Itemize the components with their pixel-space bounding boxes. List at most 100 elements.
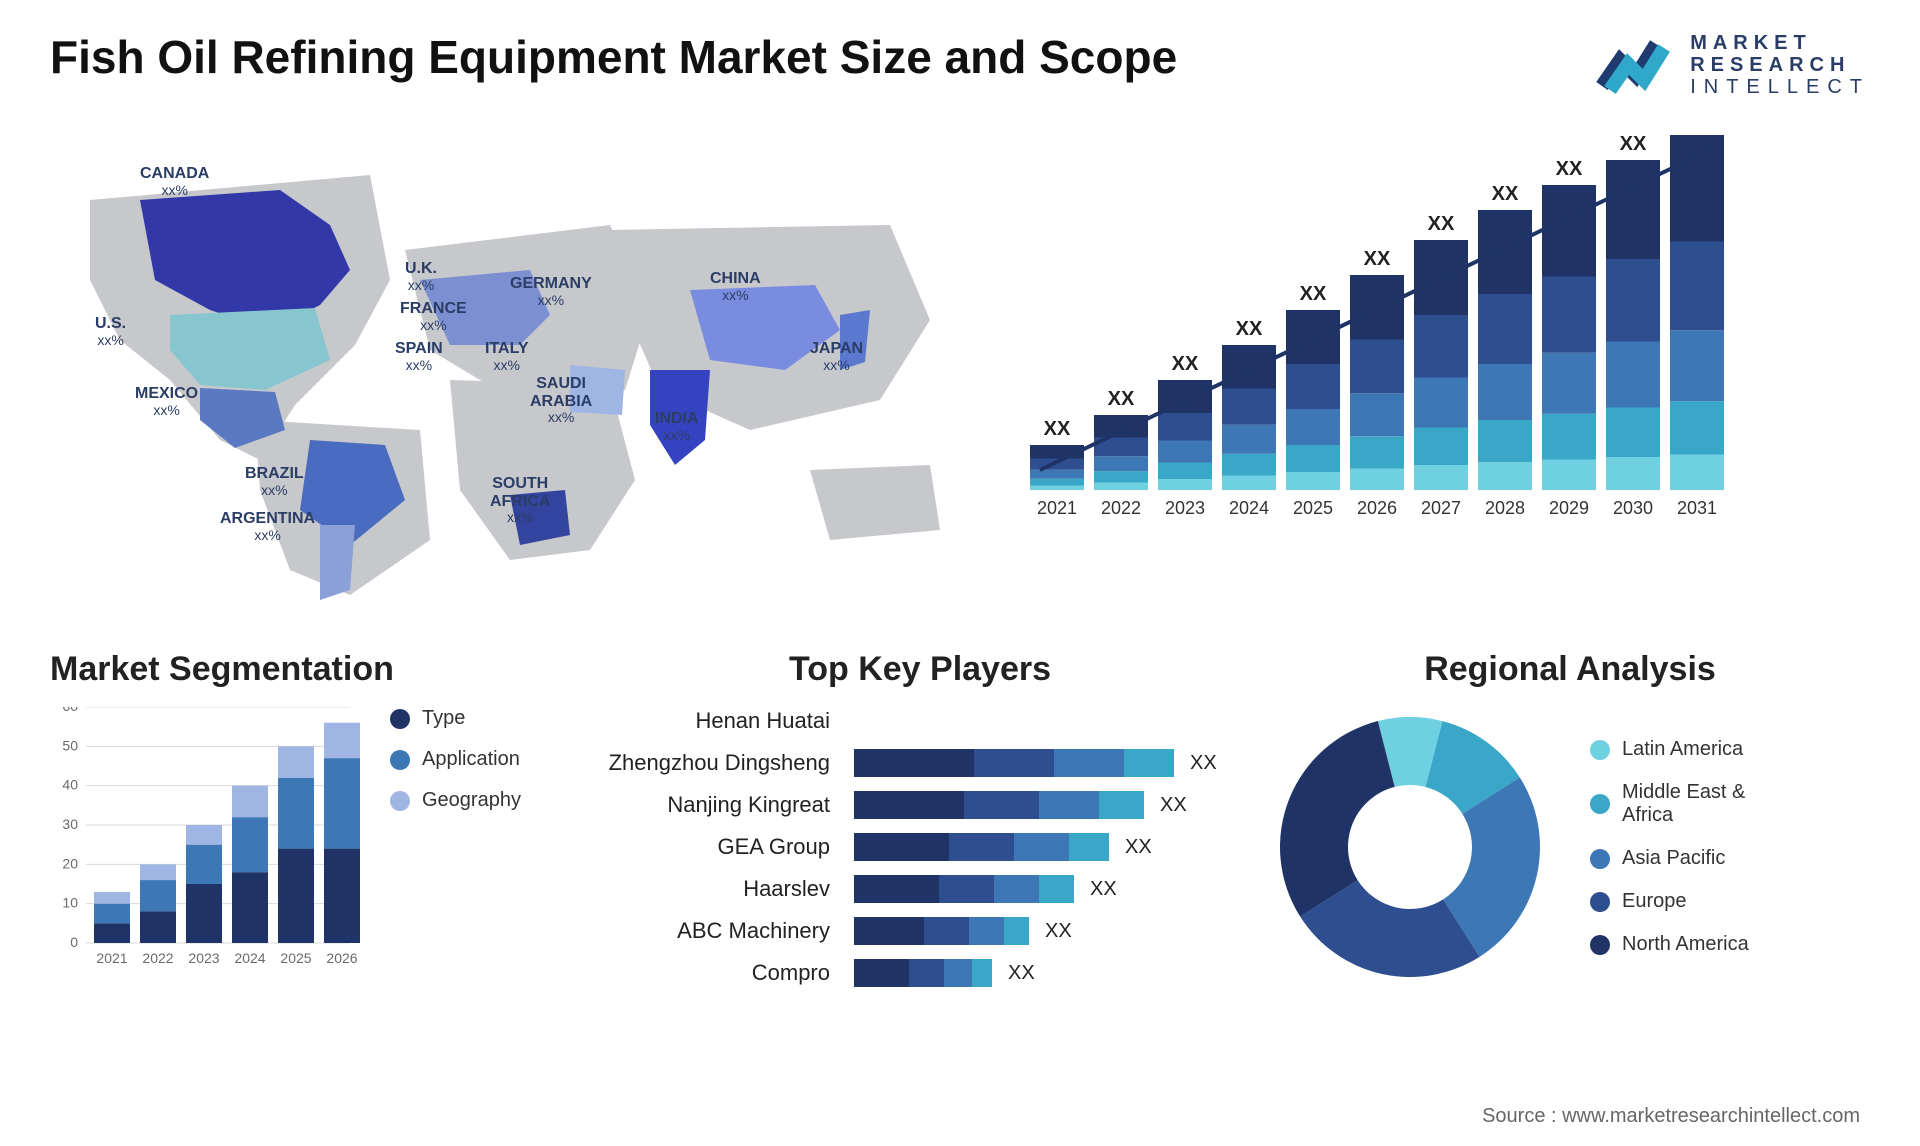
regional-legend-label: Middle East & Africa <box>1622 781 1745 827</box>
player-bar-segment <box>854 749 974 777</box>
page-title: Fish Oil Refining Equipment Market Size … <box>50 30 1177 84</box>
page-root: Fish Oil Refining Equipment Market Size … <box>0 0 1920 1146</box>
growth-chart: XX2021XX2022XX2023XX2024XX2025XX2026XX20… <box>1000 130 1870 610</box>
seg-legend-label: Geography <box>422 789 521 812</box>
map-label-name: INDIA <box>655 410 699 427</box>
player-bar-row: XX <box>854 959 1217 987</box>
logo-line1: MARKET <box>1690 32 1870 54</box>
player-name: Compro <box>600 959 830 987</box>
segmentation-chart: 0102030405060202120222023202420252026 <box>50 707 370 1007</box>
player-bar-segment <box>909 959 944 987</box>
legend-dot-icon <box>1590 849 1610 869</box>
growth-svg: XX2021XX2022XX2023XX2024XX2025XX2026XX20… <box>1000 130 1820 570</box>
seg-legend-item: Geography <box>390 789 521 812</box>
map-label-pct: xx% <box>490 510 550 525</box>
map-label-pct: xx% <box>485 358 529 373</box>
logo-line2: RESEARCH <box>1690 54 1870 76</box>
map-label-name: SOUTH AFRICA <box>490 475 550 510</box>
map-label-pct: xx% <box>220 528 315 543</box>
seg-year-label: 2022 <box>142 950 173 966</box>
map-label-mexico: MEXICOxx% <box>135 385 198 418</box>
player-bar-row <box>854 707 1217 735</box>
player-value-label: XX <box>1008 962 1035 985</box>
map-label-name: ITALY <box>485 340 529 357</box>
map-label-name: ARGENTINA <box>220 510 315 527</box>
player-bar-segment <box>974 749 1054 777</box>
map-label-canada: CANADAxx% <box>140 165 209 198</box>
map-label-italy: ITALYxx% <box>485 340 529 373</box>
seg-legend-item: Type <box>390 707 521 730</box>
player-bar-row: XX <box>854 917 1217 945</box>
growth-value-label: XX <box>1492 183 1519 205</box>
player-value-label: XX <box>1090 878 1117 901</box>
player-bar-segment <box>994 875 1039 903</box>
players-bar-list: XX XX XX XX XX XX <box>854 707 1217 987</box>
regional-legend-label: Latin America <box>1622 738 1743 761</box>
map-label-pct: xx% <box>245 483 304 498</box>
logo-text: MARKET RESEARCH INTELLECT <box>1690 32 1870 98</box>
player-bar-segment <box>924 917 969 945</box>
growth-value-label: XX <box>1044 418 1071 440</box>
seg-ytick: 0 <box>70 934 78 950</box>
growth-year-label: 2031 <box>1677 498 1717 518</box>
player-bar-row: XX <box>854 749 1217 777</box>
player-bar <box>854 833 1109 861</box>
map-label-name: SAUDI ARABIA <box>530 375 592 410</box>
legend-dot-icon <box>1590 794 1610 814</box>
growth-value-label: XX <box>1172 353 1199 375</box>
map-label-name: JAPAN <box>810 340 863 357</box>
player-bar-segment <box>949 833 1014 861</box>
map-label-pct: xx% <box>710 288 761 303</box>
growth-year-label: 2028 <box>1485 498 1525 518</box>
growth-year-label: 2021 <box>1037 498 1077 518</box>
legend-dot-icon <box>1590 740 1610 760</box>
player-bar-segment <box>854 833 949 861</box>
seg-ytick: 10 <box>62 895 78 911</box>
player-name: Henan Huatai <box>600 707 830 735</box>
players-name-list: Henan HuataiZhengzhou DingshengNanjing K… <box>600 707 830 987</box>
map-label-france: FRANCExx% <box>400 300 467 333</box>
legend-dot-icon <box>1590 892 1610 912</box>
regional-legend-item: Latin America <box>1590 738 1749 761</box>
growth-value-label: XX <box>1620 133 1647 155</box>
player-bar-segment <box>1124 749 1174 777</box>
player-bar-segment <box>1039 791 1099 819</box>
logo-line3: INTELLECT <box>1690 76 1870 98</box>
map-label-spain: SPAINxx% <box>395 340 443 373</box>
map-label-name: U.K. <box>405 260 437 277</box>
player-bar-segment <box>854 875 939 903</box>
player-bar-row: XX <box>854 791 1217 819</box>
map-label-japan: JAPANxx% <box>810 340 863 373</box>
player-bar-row: XX <box>854 833 1217 861</box>
growth-year-label: 2023 <box>1165 498 1205 518</box>
legend-dot-icon <box>390 750 410 770</box>
growth-year-label: 2026 <box>1357 498 1397 518</box>
seg-ytick: 20 <box>62 855 78 871</box>
map-label-name: FRANCE <box>400 300 467 317</box>
player-bar-segment <box>1039 875 1074 903</box>
player-bar-segment <box>969 917 1004 945</box>
seg-year-label: 2023 <box>188 950 219 966</box>
player-bar-segment <box>1004 917 1029 945</box>
map-label-saudi-arabia: SAUDI ARABIAxx% <box>530 375 592 426</box>
player-value-label: XX <box>1190 752 1217 775</box>
map-label-china: CHINAxx% <box>710 270 761 303</box>
map-label-germany: GERMANYxx% <box>510 275 592 308</box>
regional-legend-item: Middle East & Africa <box>1590 781 1749 827</box>
player-value-label: XX <box>1125 836 1152 859</box>
seg-ytick: 50 <box>62 737 78 753</box>
regional-donut <box>1270 707 1550 987</box>
map-label-name: U.S. <box>95 315 126 332</box>
player-name: Zhengzhou Dingsheng <box>600 749 830 777</box>
segmentation-title: Market Segmentation <box>50 650 570 689</box>
seg-ytick: 40 <box>62 777 78 793</box>
segmentation-legend: TypeApplicationGeography <box>390 707 521 812</box>
segmentation-panel: Market Segmentation 01020304050602021202… <box>50 650 570 1070</box>
map-label-u-s-: U.S.xx% <box>95 315 126 348</box>
upper-row: CANADAxx%U.S.xx%MEXICOxx%BRAZILxx%ARGENT… <box>50 130 1870 610</box>
map-label-pct: xx% <box>510 293 592 308</box>
player-bar <box>854 875 1074 903</box>
header: Fish Oil Refining Equipment Market Size … <box>50 30 1870 100</box>
regional-legend: Latin AmericaMiddle East & AfricaAsia Pa… <box>1590 738 1749 956</box>
players-title: Top Key Players <box>600 650 1240 689</box>
